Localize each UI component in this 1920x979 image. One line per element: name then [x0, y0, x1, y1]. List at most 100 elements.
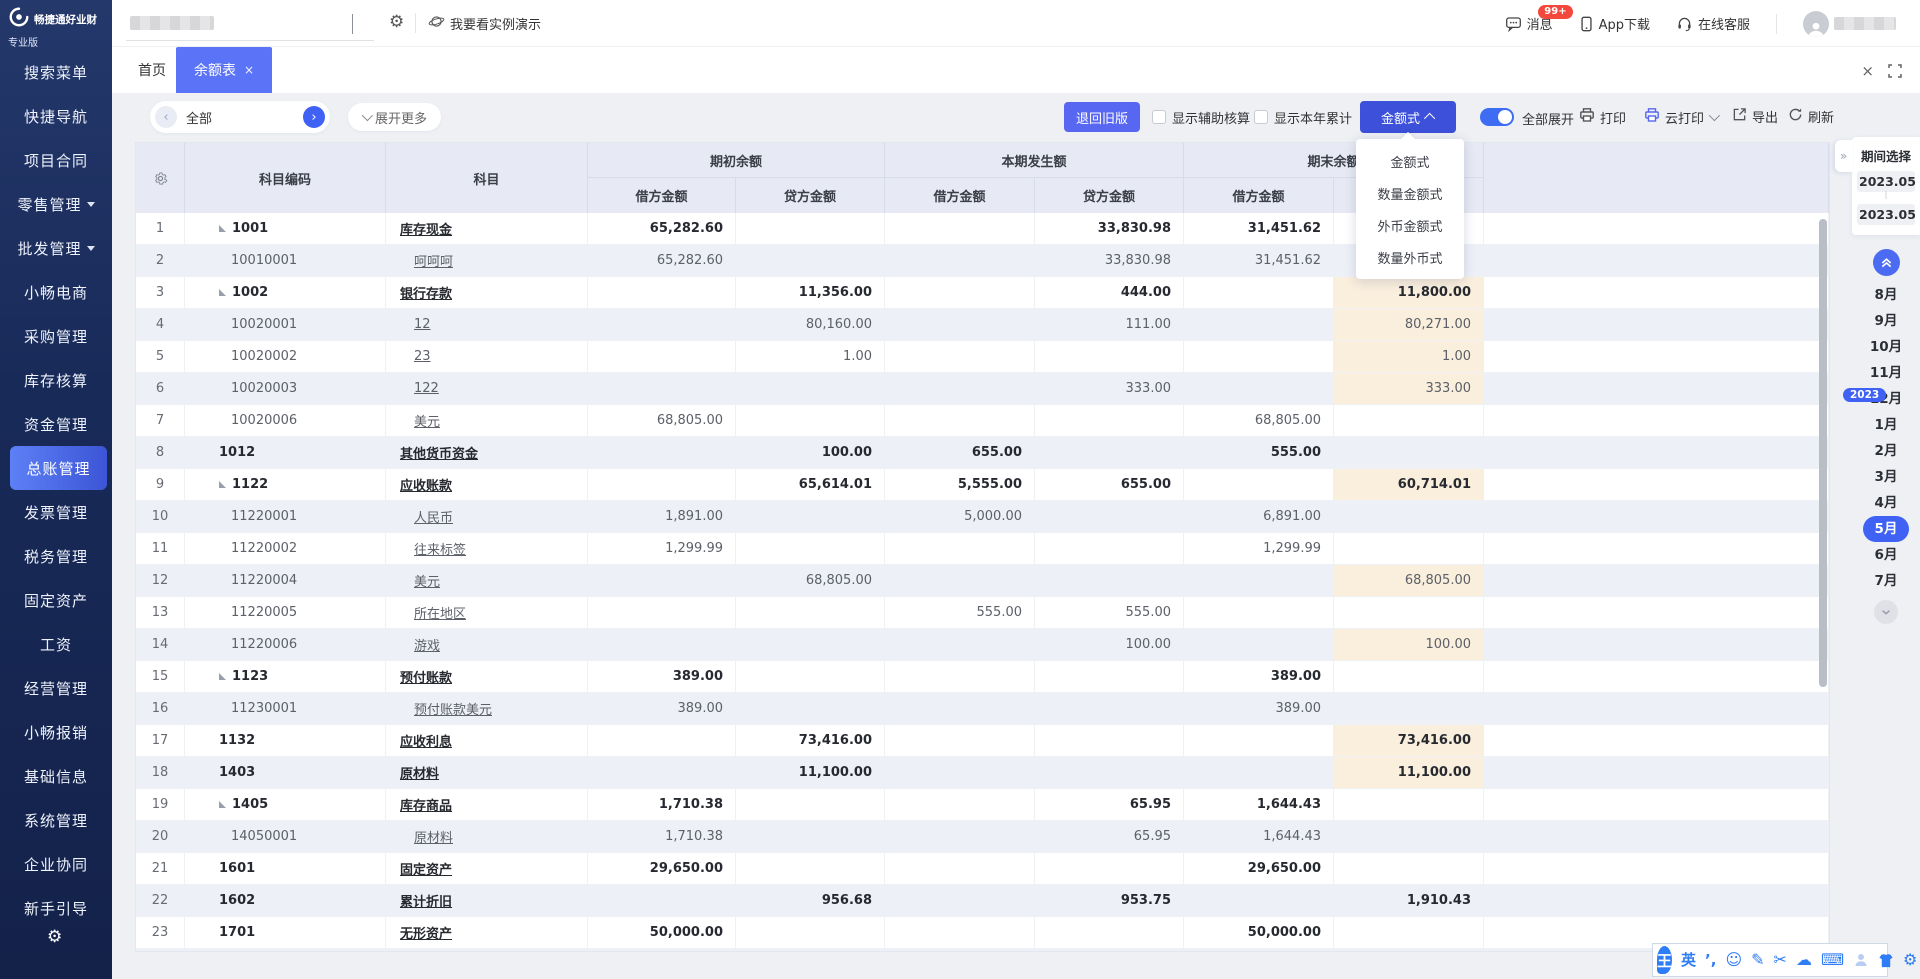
skin-icon[interactable]: [1878, 953, 1894, 968]
sidebar-item-项目合同[interactable]: 项目合同: [0, 138, 112, 182]
account-link[interactable]: 应收账款: [400, 479, 453, 494]
column-settings-gear-icon[interactable]: [136, 143, 185, 213]
sidebar-item-快捷导航[interactable]: 快捷导航: [0, 94, 112, 138]
panel-collapse-chevrons-icon[interactable]: »: [1835, 140, 1852, 172]
account-link[interactable]: 其他货币资金: [400, 447, 479, 462]
account-link[interactable]: 预付账款美元: [414, 703, 493, 718]
account-link[interactable]: 预付账款: [400, 671, 453, 686]
vertical-scrollbar-thumb[interactable]: [1819, 219, 1827, 687]
cloud-icon[interactable]: ☁: [1795, 950, 1812, 969]
account-link[interactable]: 累计折旧: [400, 895, 453, 910]
sidebar-item-企业协同[interactable]: 企业协同: [0, 842, 112, 886]
sidebar-item-新手引导[interactable]: 新手引导: [0, 886, 112, 930]
month-8月[interactable]: 8月: [1874, 287, 1898, 303]
user-menu[interactable]: [1803, 10, 1896, 37]
period-from[interactable]: 2023.05: [1857, 171, 1916, 192]
account-link[interactable]: 美元: [414, 575, 441, 590]
print-button[interactable]: 打印: [1579, 107, 1626, 127]
sidebar-item-经营管理[interactable]: 经营管理: [0, 666, 112, 710]
expand-toggle-icon[interactable]: [219, 225, 226, 232]
sidebar-item-系统管理[interactable]: 系统管理: [0, 798, 112, 842]
lang-mode-icon[interactable]: 英: [1681, 950, 1697, 969]
sidebar-item-小畅电商[interactable]: 小畅电商: [0, 270, 112, 314]
profile-icon[interactable]: [1853, 952, 1869, 968]
account-link[interactable]: 银行存款: [400, 287, 453, 302]
org-selector[interactable]: [130, 16, 214, 30]
sidebar-settings-gear-icon[interactable]: ⚙: [47, 927, 63, 947]
account-link[interactable]: 美元: [414, 415, 441, 430]
account-link[interactable]: 12: [414, 317, 431, 332]
month-7月[interactable]: 7月: [1874, 573, 1898, 589]
sidebar-item-总账管理[interactable]: 总账管理: [10, 446, 107, 490]
back-to-old-version-button[interactable]: 退回旧版: [1064, 102, 1140, 132]
tab-home[interactable]: 首页: [138, 63, 166, 79]
app-download-button[interactable]: App下载: [1579, 14, 1650, 33]
format-dropdown-button[interactable]: 金额式: [1360, 101, 1456, 133]
account-link[interactable]: 122: [414, 381, 439, 396]
format-option-外币金额式[interactable]: 外币金额式: [1377, 219, 1443, 235]
sidebar-item-基础信息[interactable]: 基础信息: [0, 754, 112, 798]
month-5月[interactable]: 5月: [1863, 516, 1909, 542]
tab-balance-sheet[interactable]: 余额表 ×: [176, 47, 273, 93]
show-aux-accounting-checkbox[interactable]: 显示辅助核算: [1152, 102, 1250, 132]
expand-more-button[interactable]: 展开更多: [348, 103, 442, 131]
months-scroll-down-button[interactable]: [1874, 600, 1898, 624]
show-ytd-checkbox[interactable]: 显示本年累计: [1254, 102, 1352, 132]
month-3月[interactable]: 3月: [1874, 469, 1898, 485]
scope-selector[interactable]: ‹ 全部 ›: [150, 101, 330, 133]
topbar-gear-icon[interactable]: ⚙: [389, 12, 405, 32]
demo-link[interactable]: 我要看实例演示: [428, 13, 541, 34]
tab-close-icon[interactable]: ×: [244, 63, 255, 77]
account-link[interactable]: 游戏: [414, 639, 441, 654]
sidebar-item-零售管理[interactable]: 零售管理: [0, 182, 112, 226]
settings-icon[interactable]: ⚙: [1903, 950, 1918, 969]
format-option-数量外币式[interactable]: 数量外币式: [1377, 251, 1443, 267]
sidebar-item-固定资产[interactable]: 固定资产: [0, 578, 112, 622]
sidebar-item-批发管理[interactable]: 批发管理: [0, 226, 112, 270]
messages-button[interactable]: 消息 99+: [1505, 5, 1573, 33]
sidebar-item-小畅报销[interactable]: 小畅报销: [0, 710, 112, 754]
account-link[interactable]: 呵呵呵: [414, 255, 454, 270]
months-scroll-up-button[interactable]: [1872, 249, 1900, 276]
month-11月[interactable]: 11月: [1869, 365, 1903, 381]
sidebar-item-发票管理[interactable]: 发票管理: [0, 490, 112, 534]
sidebar-item-资金管理[interactable]: 资金管理: [0, 402, 112, 446]
format-option-金额式[interactable]: 金额式: [1390, 155, 1430, 171]
scope-prev-button[interactable]: ‹: [155, 106, 177, 128]
month-9月[interactable]: 9月: [1874, 313, 1898, 329]
refresh-button[interactable]: 刷新: [1788, 107, 1834, 126]
expand-toggle-icon[interactable]: [219, 801, 226, 808]
scope-next-button[interactable]: ›: [303, 106, 325, 128]
online-support-button[interactable]: 在线客服: [1676, 14, 1750, 33]
account-link[interactable]: 23: [414, 349, 431, 364]
account-link[interactable]: 所在地区: [414, 607, 467, 622]
keyboard-icon[interactable]: ⌨: [1820, 950, 1845, 969]
export-button[interactable]: 导出: [1732, 107, 1778, 126]
account-link[interactable]: 往来标签: [414, 543, 467, 558]
period-to[interactable]: 2023.05: [1857, 204, 1916, 225]
month-2月[interactable]: 2月: [1874, 443, 1898, 459]
sidebar-item-库存核算[interactable]: 库存核算: [0, 358, 112, 402]
month-6月[interactable]: 6月: [1874, 547, 1898, 563]
sidebar-item-工资[interactable]: 工资: [0, 622, 112, 666]
sidebar-item-采购管理[interactable]: 采购管理: [0, 314, 112, 358]
handwriting-icon[interactable]: ✎: [1751, 950, 1765, 969]
account-link[interactable]: 原材料: [400, 767, 440, 782]
account-link[interactable]: 人民币: [414, 511, 454, 526]
month-10月[interactable]: 10月: [1869, 339, 1903, 355]
cloud-print-button[interactable]: 云打印: [1644, 107, 1721, 127]
close-all-tabs-icon[interactable]: ×: [1861, 62, 1874, 80]
screenshot-icon[interactable]: ✂: [1773, 950, 1787, 969]
fullscreen-icon[interactable]: [1888, 63, 1902, 82]
sidebar-item-税务管理[interactable]: 税务管理: [0, 534, 112, 578]
account-link[interactable]: 固定资产: [400, 863, 453, 878]
expand-toggle-icon[interactable]: [219, 289, 226, 296]
month-1月[interactable]: 1月: [1874, 417, 1898, 433]
month-4月[interactable]: 4月: [1874, 495, 1898, 511]
sidebar-item-搜索菜单[interactable]: 搜索菜单: [0, 50, 112, 94]
format-option-数量金额式[interactable]: 数量金额式: [1377, 187, 1443, 203]
expand-toggle-icon[interactable]: [219, 481, 226, 488]
account-link[interactable]: 应收利息: [400, 735, 453, 750]
emoji-icon[interactable]: ☺: [1725, 950, 1743, 969]
expand-toggle-icon[interactable]: [219, 673, 226, 680]
